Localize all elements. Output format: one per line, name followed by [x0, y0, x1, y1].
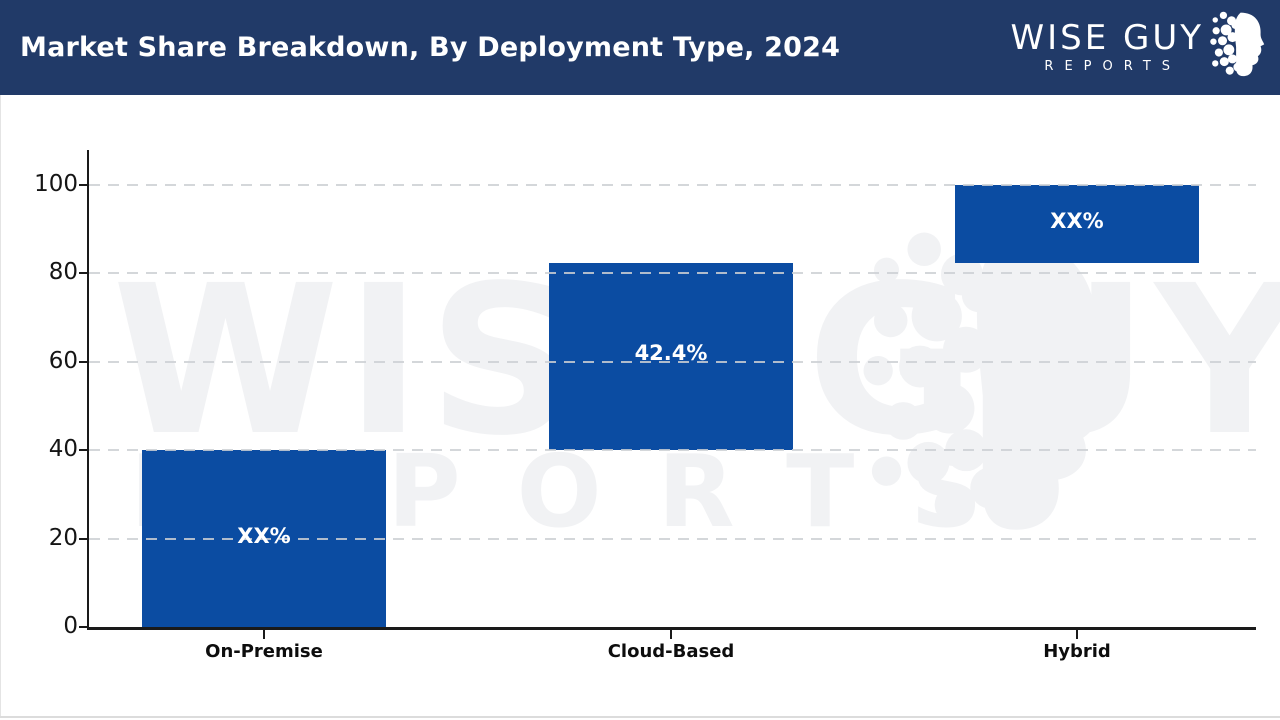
watermark-face-icon: [863, 232, 1113, 530]
bar-value-label: XX%: [1050, 208, 1104, 233]
gridline-y80: [89, 272, 1256, 275]
brand-logo-text: WISE GUY REPORTS: [1010, 18, 1204, 74]
x-tick-mark: [263, 630, 265, 639]
bar-hybrid: [955, 185, 1199, 263]
y-tick-label: 20: [48, 524, 78, 551]
brand-face-icon: [1210, 11, 1265, 76]
bar-cloud-based: [549, 262, 793, 451]
y-tick-mark: [79, 626, 88, 628]
y-tick-mark: [79, 272, 88, 275]
y-tick-mark: [79, 360, 88, 363]
left-rule: [0, 95, 1, 716]
x-axis-line: [87, 627, 1256, 630]
y-tick-label: 40: [48, 436, 78, 463]
brand-subtitle: REPORTS: [1044, 58, 1182, 74]
y-tick-label: 100: [34, 171, 78, 197]
x-tick-label: Hybrid: [1043, 641, 1111, 662]
gridline-y40: [89, 449, 1256, 452]
y-tick-mark: [79, 184, 88, 186]
y-tick-mark: [79, 537, 88, 540]
y-tick-label: 80: [48, 259, 78, 286]
brand-name: WISE GUY: [1010, 18, 1204, 59]
y-tick-mark: [79, 449, 88, 452]
y-tick-label: 60: [48, 347, 78, 374]
y-axis-line: [87, 150, 89, 629]
gridline-y20: [89, 537, 1256, 540]
brand-logo: WISE GUY REPORTS: [1010, 8, 1266, 88]
bar-value-label: XX%: [237, 523, 291, 548]
bottom-rule: [0, 716, 1280, 718]
x-tick-mark: [670, 630, 672, 639]
chart-title: Market Share Breakdown, By Deployment Ty…: [20, 32, 841, 63]
bar-value-label: 42.4%: [634, 341, 708, 366]
x-tick-mark: [1076, 630, 1078, 639]
x-tick-label: Cloud-Based: [607, 641, 735, 662]
gridline-y60: [89, 360, 1256, 363]
y-tick-label: 0: [63, 613, 78, 639]
x-tick-label: On-Premise: [205, 641, 323, 662]
header-band: Market Share Breakdown, By Deployment Ty…: [0, 0, 1280, 95]
gridline-y100: [89, 184, 1256, 186]
